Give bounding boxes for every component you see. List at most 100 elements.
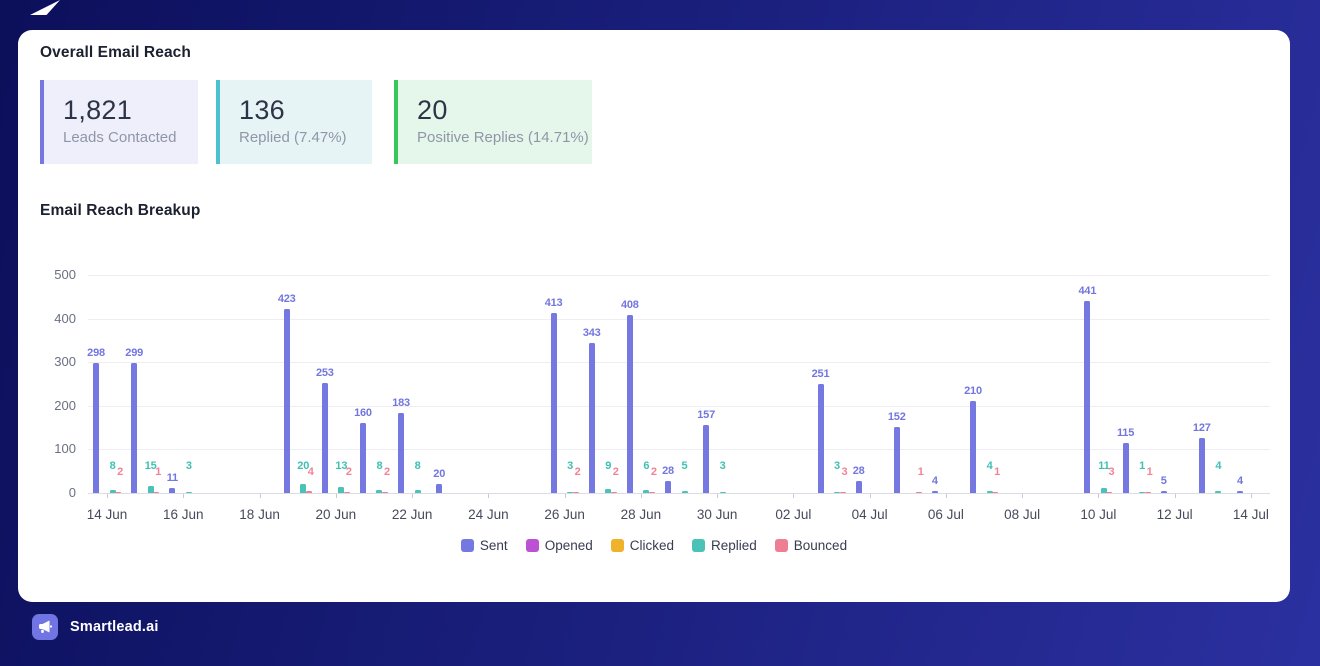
bounced-value-label: 2: [117, 466, 124, 478]
sent-value-label: 5: [1160, 474, 1167, 487]
legend-item-bounced[interactable]: Bounced: [774, 538, 848, 553]
legend-swatch-bounced: [774, 539, 788, 552]
replied-bar[interactable]: [643, 490, 650, 493]
sent-value-label: 183: [392, 397, 410, 410]
sent-bar[interactable]: [703, 424, 710, 493]
legend-item-sent[interactable]: Sent: [460, 538, 508, 553]
bounced-bar[interactable]: [839, 491, 846, 493]
legend-item-replied[interactable]: Replied: [692, 538, 757, 553]
sent-bar[interactable]: [626, 315, 633, 493]
bounced-bar[interactable]: [1144, 491, 1151, 493]
gridline: [88, 362, 1270, 364]
legend-swatch-clicked: [610, 539, 624, 552]
replied-bar[interactable]: [567, 491, 574, 493]
replied-value-label: 8: [414, 460, 421, 472]
x-axis-label: 10 Jul: [1080, 507, 1117, 522]
bounced-value-label: 3: [1108, 466, 1115, 478]
x-axis-label: 08 Jul: [1004, 507, 1041, 522]
bounced-bar[interactable]: [381, 491, 388, 493]
x-axis-tick: [1174, 494, 1176, 498]
legend-label-opened: Opened: [544, 538, 593, 553]
sent-bar[interactable]: [970, 401, 977, 493]
x-axis-label: 22 Jun: [391, 507, 433, 522]
positive-replies-label: Positive Replies (14.71%): [417, 129, 589, 146]
bounced-bar[interactable]: [115, 491, 122, 493]
bounced-bar[interactable]: [343, 491, 350, 493]
replied-bar[interactable]: [1139, 491, 1146, 493]
sent-value-label: 28: [662, 464, 674, 477]
sent-bar[interactable]: [855, 480, 862, 493]
x-axis-tick: [640, 494, 642, 498]
sent-bar[interactable]: [169, 488, 176, 493]
replied-bar[interactable]: [1215, 491, 1222, 493]
replied-bar[interactable]: [834, 491, 841, 493]
bounced-bar[interactable]: [610, 491, 617, 493]
smartlead-brand: Smartlead.ai: [32, 614, 159, 640]
replied-bar[interactable]: [605, 489, 612, 493]
replied-bar[interactable]: [1100, 488, 1107, 493]
replied-bar[interactable]: [300, 484, 307, 493]
x-axis-tick: [1098, 494, 1100, 498]
replied-bar[interactable]: [986, 491, 993, 493]
sent-bar[interactable]: [1160, 490, 1167, 493]
sent-bar[interactable]: [588, 343, 595, 493]
bounced-bar[interactable]: [992, 491, 999, 493]
sent-value-label: 160: [354, 407, 372, 420]
megaphone-icon: [39, 620, 53, 633]
bounced-bar[interactable]: [1106, 491, 1113, 493]
sent-bar[interactable]: [359, 423, 366, 493]
replied-value-label: 3: [185, 460, 192, 472]
legend-item-opened[interactable]: Opened: [525, 538, 593, 553]
replied-value-label: 8: [109, 460, 116, 472]
legend-label-bounced: Bounced: [793, 538, 848, 553]
replied-bar[interactable]: [414, 489, 421, 493]
legend-item-clicked[interactable]: Clicked: [610, 538, 674, 553]
replied-bar[interactable]: [338, 487, 345, 493]
bounced-bar[interactable]: [572, 491, 579, 493]
sent-bar[interactable]: [550, 312, 557, 493]
replied-value-label: 5: [681, 460, 688, 472]
sent-value-label: 157: [697, 408, 715, 421]
y-axis-label: 200: [54, 397, 76, 413]
bounced-bar[interactable]: [648, 491, 655, 493]
gridline: [88, 275, 1270, 276]
x-axis-label: 14 Jul: [1232, 507, 1269, 522]
y-axis-label: 300: [54, 354, 76, 370]
replied-label: Replied (7.47%): [239, 129, 347, 146]
sent-bar[interactable]: [1236, 491, 1243, 493]
sent-bar[interactable]: [398, 413, 405, 493]
replied-bar[interactable]: [147, 486, 154, 493]
sent-value-label: 441: [1078, 284, 1097, 297]
chart-legend: Sent Opened Clicked Replied Bounced: [18, 538, 1290, 553]
sent-bar[interactable]: [131, 362, 138, 493]
sent-bar[interactable]: [817, 383, 824, 493]
replied-bar[interactable]: [719, 491, 726, 493]
sent-bar[interactable]: [93, 363, 100, 493]
positive-replies-value: 20: [417, 95, 448, 125]
sent-bar[interactable]: [665, 480, 671, 493]
replied-bar[interactable]: [681, 490, 688, 493]
dashboard-card: Overall Email Reach 1,821 Leads Contacte…: [18, 30, 1290, 602]
bounced-bar[interactable]: [305, 491, 312, 493]
sent-bar[interactable]: [1122, 442, 1129, 493]
sent-bar[interactable]: [1084, 300, 1091, 493]
replied-bar[interactable]: [185, 491, 192, 493]
sent-bar[interactable]: [283, 308, 290, 493]
overall-email-reach-title: Overall Email Reach: [40, 44, 191, 61]
sent-value-label: 408: [620, 299, 639, 312]
x-axis-tick: [1250, 494, 1252, 498]
sent-bar[interactable]: [931, 491, 938, 493]
bounced-bar[interactable]: [153, 491, 160, 493]
x-axis-tick: [107, 494, 109, 498]
sent-value-label: 413: [544, 296, 563, 309]
x-axis-tick: [1022, 494, 1024, 498]
bounced-bar[interactable]: [915, 491, 922, 493]
sent-bar[interactable]: [436, 484, 443, 493]
legend-label-replied: Replied: [711, 538, 757, 553]
replied-bar[interactable]: [109, 489, 116, 493]
sent-bar[interactable]: [893, 426, 900, 493]
sent-bar[interactable]: [1198, 437, 1205, 493]
replied-bar[interactable]: [376, 489, 383, 493]
sent-bar[interactable]: [321, 382, 328, 493]
legend-label-clicked: Clicked: [629, 538, 674, 553]
